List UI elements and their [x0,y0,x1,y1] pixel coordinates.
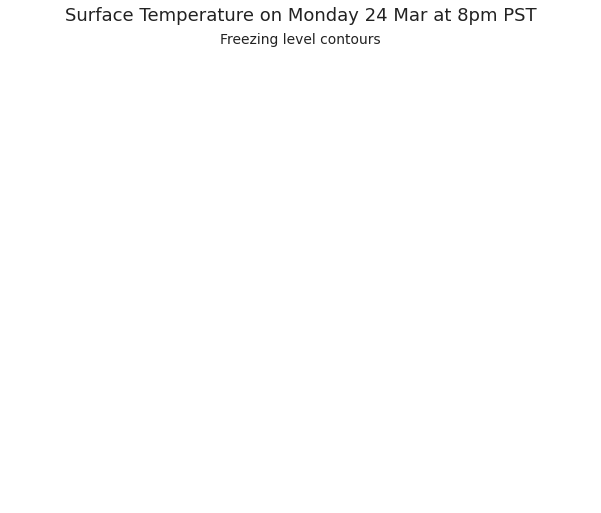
Text: Freezing level contours: Freezing level contours [220,33,381,47]
Text: Surface Temperature on Monday 24 Mar at 8pm PST: Surface Temperature on Monday 24 Mar at … [65,7,536,26]
